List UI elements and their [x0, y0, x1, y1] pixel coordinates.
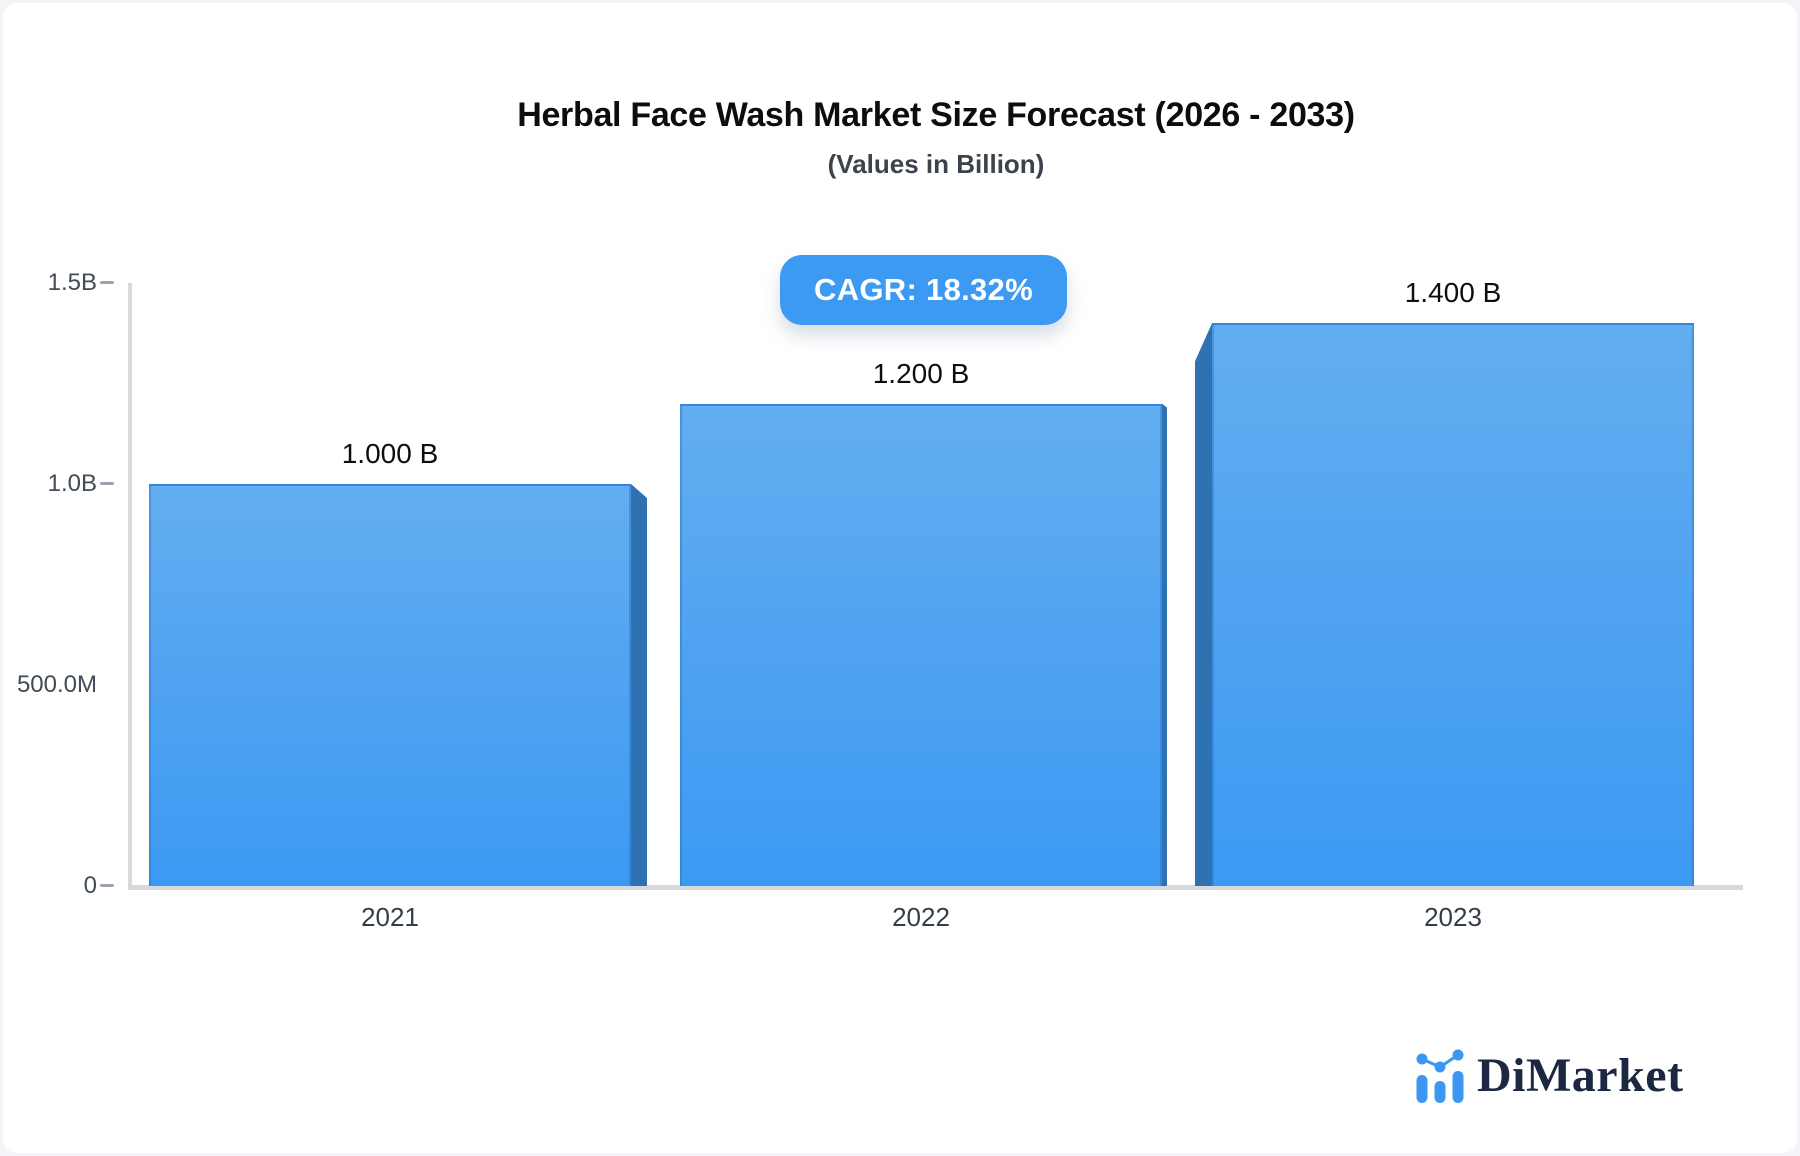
bar-side-face: [1195, 323, 1212, 886]
y-tick-label: 1.0B: [47, 470, 97, 497]
y-tick-dash: [100, 482, 114, 485]
y-tick-label: 500.0M: [16, 671, 97, 698]
header: Herbal Face Wash Market Size Forecast (2…: [130, 0, 1742, 179]
bar-2023[interactable]: [1212, 323, 1694, 886]
bar-side-face: [631, 484, 647, 886]
x-tick-label: 2023: [1424, 902, 1482, 932]
chart-subtitle: (Values in Billion): [827, 149, 1045, 179]
dimarket-logo: DiMarket: [1415, 1040, 1684, 1104]
y-tick-label: 1.5B: [47, 269, 97, 296]
y-axis-line: [128, 283, 132, 890]
bar-value-label: 1.000 B: [341, 438, 439, 469]
bar-side-face: [1162, 403, 1167, 886]
x-axis-line: [128, 885, 1743, 890]
bar-value-label: 1.400 B: [1404, 277, 1502, 309]
page-title: Herbal Face Wash Market Size Forecast (2…: [517, 96, 1355, 134]
logo-text: DiMarket: [1477, 1049, 1684, 1102]
bar-2021[interactable]: [149, 484, 631, 886]
bar-value-label: 1.200 B: [872, 357, 970, 389]
y-tick-dash: [100, 281, 114, 284]
cagr-badge: CAGR: 18.32%: [780, 255, 1067, 325]
x-tick-label: 2022: [892, 902, 950, 932]
y-tick-label: 0: [83, 872, 97, 899]
mini-bar-chart-icon: [1416, 1049, 1464, 1103]
y-tick-dash: [100, 884, 114, 887]
bar-2022[interactable]: [680, 403, 1162, 886]
x-tick-label: 2021: [361, 902, 419, 932]
